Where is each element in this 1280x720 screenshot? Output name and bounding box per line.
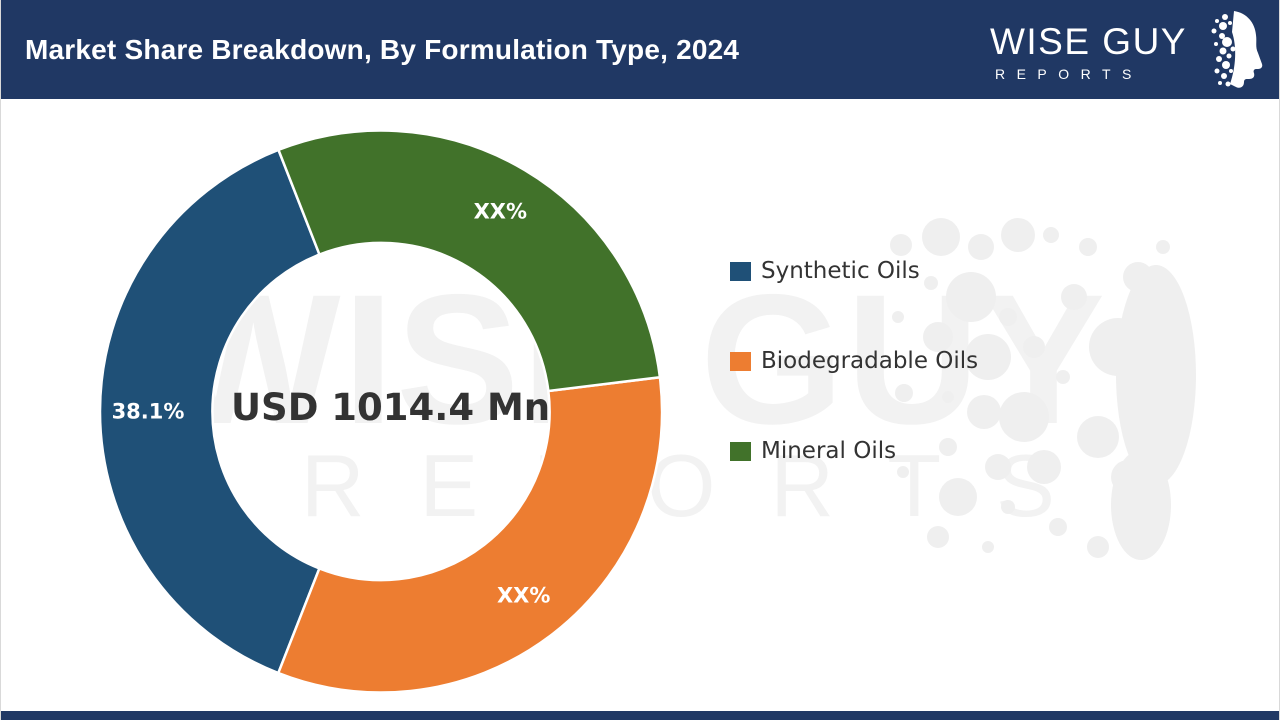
legend: Synthetic Oils Biodegradable Oils Mineral … (730, 258, 979, 530)
page-title: Market Share Breakdown, By Formulation T… (25, 33, 740, 65)
legend-swatch (730, 351, 751, 371)
legend-label: Synthetic Oils (761, 258, 920, 284)
legend-item-mineral-oils: Mineral Oils (730, 438, 978, 464)
header-bar: Market Share Breakdown, By Formulation T… (1, 0, 1279, 99)
brand-subtitle: REPORTS (994, 66, 1143, 82)
brand-logo-text: WISE GUY REPORTS (990, 23, 1187, 81)
legend-item-synthetic-oils: Synthetic Oils (730, 258, 978, 284)
legend-swatch (730, 261, 751, 281)
watermark-head-dots (890, 218, 1196, 560)
slice-biodegradable-oils (277, 376, 664, 694)
donut-chart: 38.1% XX% XX% (98, 129, 664, 694)
slice-mineral-oils (277, 129, 662, 393)
slice-label: 38.1% (112, 399, 185, 423)
slice-label: XX% (474, 199, 527, 223)
legend-label: Mineral Oils (761, 438, 897, 464)
legend-item-biodegradable-oils: Biodegradable Oils (730, 348, 979, 374)
head-profile-icon (1211, 11, 1263, 88)
chart-center-value: USD 1014.4 Mn (231, 386, 551, 429)
footer-bar (1, 711, 1279, 720)
legend-label: Biodegradable Oils (761, 348, 979, 374)
watermark-subtitle-text: REPORTS (301, 436, 1110, 535)
brand-name: WISE GUY (989, 21, 1187, 62)
slice-label: XX% (497, 584, 550, 608)
brand-logo: WISE GUY REPORTS (990, 9, 1263, 91)
slice-synthetic-oils (98, 148, 321, 675)
legend-swatch (730, 441, 751, 461)
